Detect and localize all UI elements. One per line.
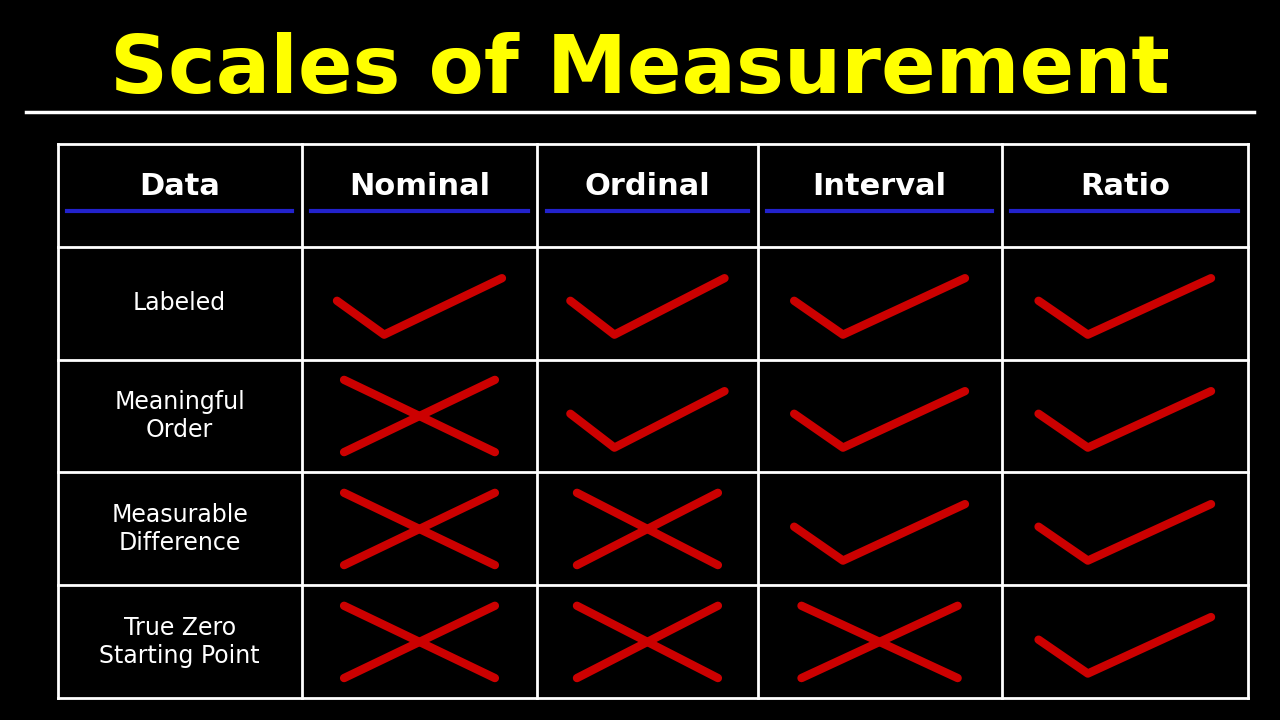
Text: Labeled: Labeled [133, 291, 227, 315]
Text: Measurable
Difference: Measurable Difference [111, 503, 248, 555]
Text: True Zero
Starting Point: True Zero Starting Point [100, 616, 260, 668]
Text: Nominal: Nominal [349, 172, 490, 201]
Text: Scales of Measurement: Scales of Measurement [110, 32, 1170, 110]
Text: Ordinal: Ordinal [585, 172, 710, 201]
Text: Ratio: Ratio [1080, 172, 1170, 201]
Text: Data: Data [140, 172, 220, 201]
Text: Meaningful
Order: Meaningful Order [114, 390, 244, 442]
Text: Interval: Interval [813, 172, 947, 201]
